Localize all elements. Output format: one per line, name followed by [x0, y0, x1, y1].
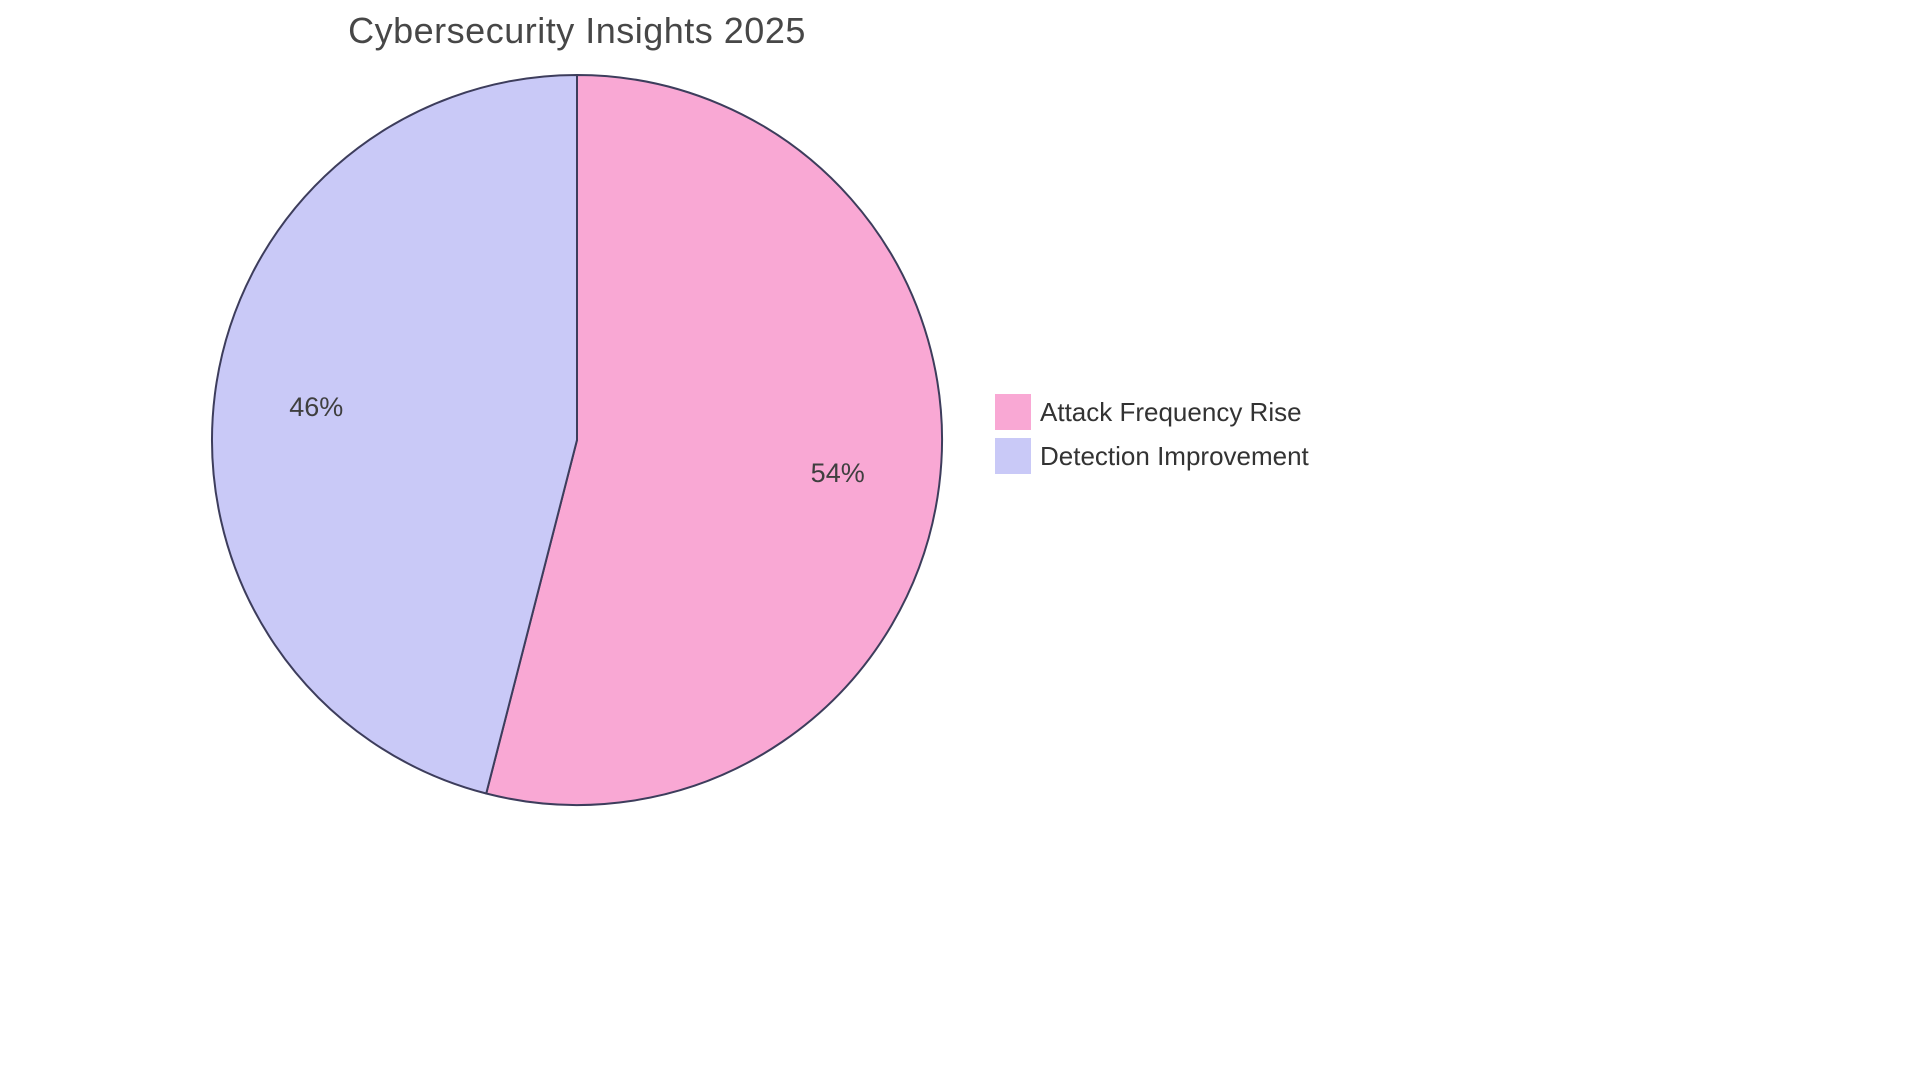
pie-slice-detection-improvement	[211, 74, 578, 795]
legend-swatch-detection-improvement	[995, 438, 1031, 474]
legend-item-detection-improvement: Detection Improvement	[995, 438, 1309, 474]
chart-legend: Attack Frequency Rise Detection Improveme…	[995, 394, 1309, 482]
legend-label-detection-improvement: Detection Improvement	[1040, 440, 1309, 471]
legend-swatch-attack-frequency-rise	[995, 394, 1031, 430]
legend-label-attack-frequency-rise: Attack Frequency Rise	[1040, 396, 1302, 427]
legend-item-attack-frequency-rise: Attack Frequency Rise	[995, 394, 1309, 430]
slice-label-attack-frequency-rise: 54%	[811, 458, 865, 488]
pie-slice-attack-frequency-rise	[485, 74, 944, 806]
chart-title: Cybersecurity Insights 2025	[348, 10, 806, 51]
slice-label-detection-improvement: 46%	[289, 392, 343, 422]
